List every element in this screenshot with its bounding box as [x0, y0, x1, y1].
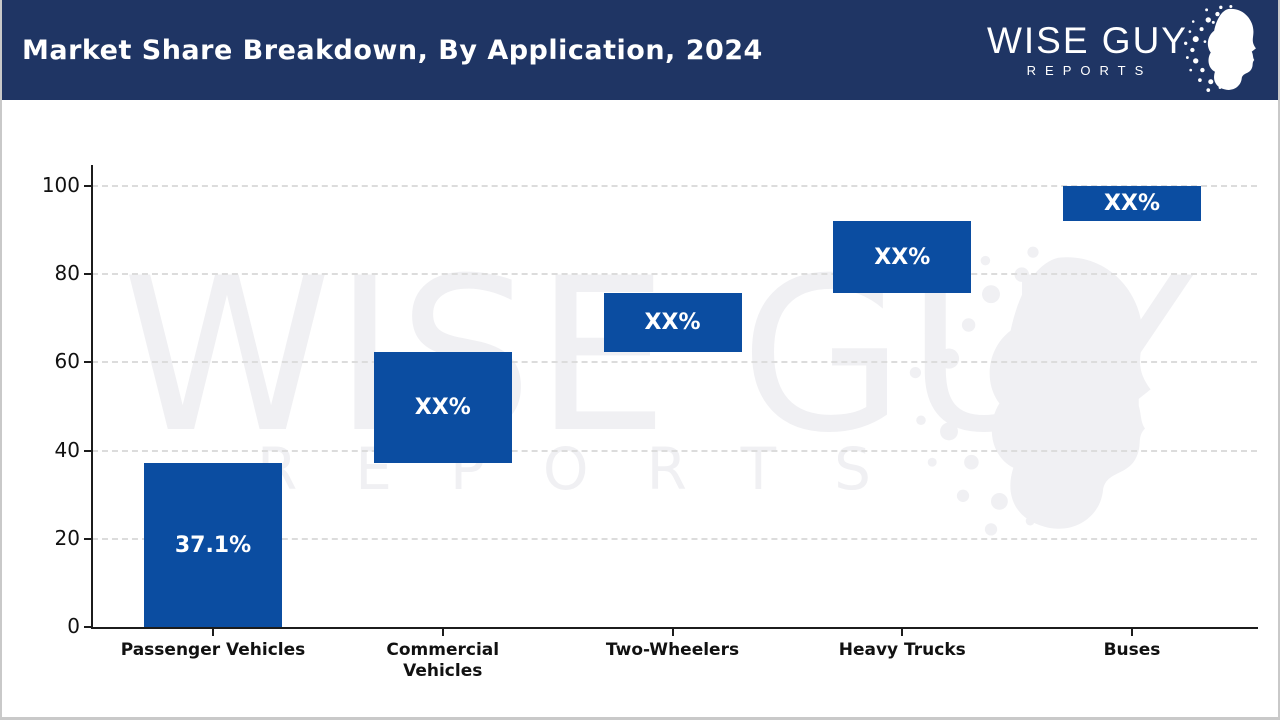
x-tick-mark-buses	[1131, 629, 1133, 636]
page-title: Market Share Breakdown, By Application, …	[22, 34, 763, 66]
x-category-label-heavy-trucks: Heavy Trucks	[838, 640, 966, 660]
logo-wordmark: WISE GUY	[986, 20, 1188, 61]
y-tick-label-80: 80	[54, 261, 80, 286]
y-tick-mark-100	[84, 185, 92, 187]
logo-text: WISE GUY REPORTS	[987, 22, 1188, 78]
bar-value-label-passenger-vehicles: 37.1%	[174, 532, 252, 558]
x-category-label-buses: Buses	[1103, 640, 1161, 660]
y-tick-mark-0	[84, 626, 92, 628]
y-tick-label-100: 100	[41, 173, 80, 197]
x-tick-mark-passenger-vehicles	[212, 629, 214, 636]
gridline-100	[92, 185, 1257, 187]
x-category-label-two-wheelers: Two-Wheelers	[605, 640, 740, 660]
x-tick-mark-two-wheelers	[671, 629, 674, 636]
y-tick-label-40: 40	[54, 437, 80, 462]
watermark-head-icon	[909, 246, 1151, 536]
x-axis-line	[91, 627, 1258, 629]
gridline-40	[92, 449, 1257, 452]
x-tick-mark-commercial-vehicles	[441, 629, 444, 636]
bar-value-label-buses: XX%	[1104, 191, 1160, 217]
y-tick-mark-20	[84, 537, 92, 540]
bar-value-label-heavy-trucks: XX%	[874, 244, 931, 270]
gridline-80	[92, 273, 1257, 276]
y-axis-line	[91, 165, 93, 629]
bar-buses: XX%	[1063, 186, 1201, 222]
x-category-label-commercial-vehicles: Commercial Vehicles	[386, 640, 500, 682]
logo-subtext: REPORTS	[1026, 63, 1153, 78]
header-band: Market Share Breakdown, By Application, …	[2, 0, 1278, 100]
wise-guy-reports-logo: WISE GUY REPORTS	[987, 4, 1268, 96]
bar-two-wheelers: XX%	[603, 293, 742, 353]
x-category-label-passenger-vehicles: Passenger Vehicles	[120, 640, 306, 660]
bar-value-label-commercial-vehicles: XX%	[414, 395, 471, 421]
x-tick-mark-heavy-trucks	[901, 629, 904, 636]
y-tick-label-20: 20	[54, 525, 80, 550]
gridline-60	[92, 361, 1257, 364]
y-tick-mark-80	[84, 273, 92, 276]
bar-value-label-two-wheelers: XX%	[644, 310, 701, 336]
bar-passenger-vehicles: 37.1%	[144, 463, 282, 627]
bar-commercial-vehicles: XX%	[373, 352, 512, 464]
y-tick-mark-60	[84, 361, 92, 364]
gridline-20	[92, 537, 1257, 540]
y-tick-label-0: 0	[67, 614, 80, 638]
bar-heavy-trucks: XX%	[833, 221, 972, 294]
y-tick-label-60: 60	[54, 349, 80, 374]
dotted-head-icon	[1184, 5, 1256, 92]
y-tick-mark-40	[84, 449, 92, 452]
